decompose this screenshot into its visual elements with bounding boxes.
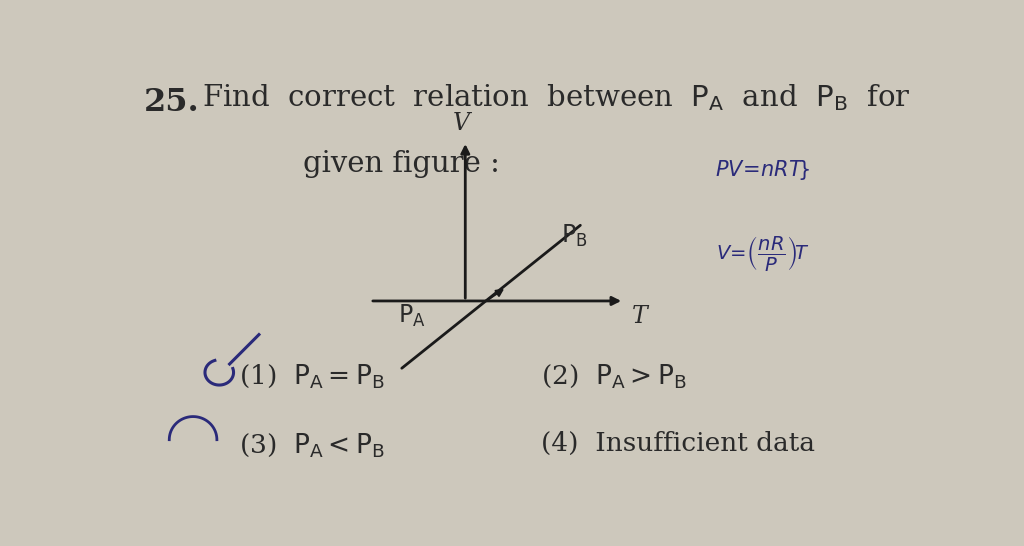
Text: T: T <box>632 305 648 328</box>
Text: given figure :: given figure : <box>303 150 500 177</box>
Text: (4)  Insufficient data: (4) Insufficient data <box>541 431 815 456</box>
Text: V: V <box>453 112 470 135</box>
Text: $\mathrm{P_A}$: $\mathrm{P_A}$ <box>398 302 426 329</box>
Text: (1)  $\mathrm{P_A = P_B}$: (1) $\mathrm{P_A = P_B}$ <box>240 362 385 390</box>
Text: (2)  $\mathrm{P_A > P_B}$: (2) $\mathrm{P_A > P_B}$ <box>541 362 686 390</box>
Text: $V\!=\!\left(\dfrac{nR}{P}\right)\!T$: $V\!=\!\left(\dfrac{nR}{P}\right)\!T$ <box>716 234 810 272</box>
Text: $\mathrm{P_B}$: $\mathrm{P_B}$ <box>560 223 587 249</box>
Text: Find  correct  relation  between  $\mathrm{P_A}$  and  $\mathrm{P_B}$  for: Find correct relation between $\mathrm{P… <box>203 82 910 113</box>
Text: $PV\!=\!nRT\!\}$: $PV\!=\!nRT\!\}$ <box>715 158 811 182</box>
Text: 25.: 25. <box>143 86 200 117</box>
Text: (3)  $\mathrm{P_A < P_B}$: (3) $\mathrm{P_A < P_B}$ <box>240 431 385 459</box>
